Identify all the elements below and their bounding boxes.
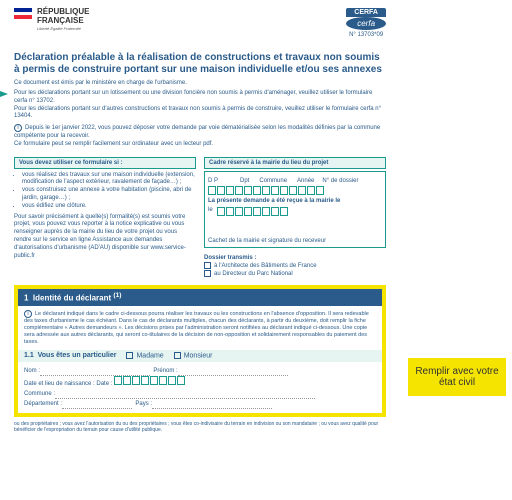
callout-label: Remplir avec votre état civil xyxy=(408,358,506,396)
info-line: Pour les déclarations portant sur d'autr… xyxy=(14,106,386,122)
info-line: Pour les déclarations portant sur un lot… xyxy=(14,90,386,106)
info-line: Ce formulaire peut se remplir facilement… xyxy=(14,141,386,149)
uses-list: vous réalisez des travaux sur une maison… xyxy=(14,172,196,211)
cerfa-badge: CERFA cerfa N° 13703*09 xyxy=(346,8,386,38)
form-fields: Nom : Prénom : Date et lieu de naissance… xyxy=(18,362,382,414)
highlighted-section: 1 Identité du déclarant (1) iLe déclaran… xyxy=(14,285,386,417)
subtitle: Ce document est émis par le ministère en… xyxy=(14,80,386,86)
left-section-head: Vous devez utiliser ce formulaire si : xyxy=(14,157,196,169)
prenom-input[interactable] xyxy=(178,369,288,376)
republique-francaise-logo: RÉPUBLIQUEFRANÇAISE Liberté Égalité Frat… xyxy=(14,8,89,31)
footnote: ou des propriétaires ; vous avez l'autor… xyxy=(14,421,386,433)
right-section-head: Cadre réservé à la mairie du lieu du pro… xyxy=(204,157,386,169)
info-icon: i xyxy=(24,310,32,318)
nom-input[interactable] xyxy=(40,369,150,376)
page-title: Déclaration préalable à la réalisation d… xyxy=(14,52,386,76)
pays-input[interactable] xyxy=(152,402,272,409)
mairie-cadre: D P Dpt Commune Année N° de dossier La p… xyxy=(204,171,386,248)
dossier-transmis: Dossier transmis : à l'Architecte des Bâ… xyxy=(204,254,386,279)
section-1-head: 1 Identité du déclarant (1) xyxy=(18,289,382,306)
dept-input[interactable] xyxy=(62,402,132,409)
checkbox[interactable] xyxy=(204,262,211,269)
flag-icon xyxy=(14,8,32,19)
checkbox-monsieur[interactable] xyxy=(174,352,181,359)
checkbox[interactable] xyxy=(204,270,211,277)
commune-input[interactable] xyxy=(55,392,315,399)
info-icon: i xyxy=(14,124,22,132)
header: RÉPUBLIQUEFRANÇAISE Liberté Égalité Frat… xyxy=(14,8,386,38)
checkbox-madame[interactable] xyxy=(126,352,133,359)
left-paragraph: Pour savoir précisément à quelle(s) form… xyxy=(14,214,196,261)
section-1-1-head: 1.1 Vous êtes un particulier Madame Mons… xyxy=(18,350,382,361)
